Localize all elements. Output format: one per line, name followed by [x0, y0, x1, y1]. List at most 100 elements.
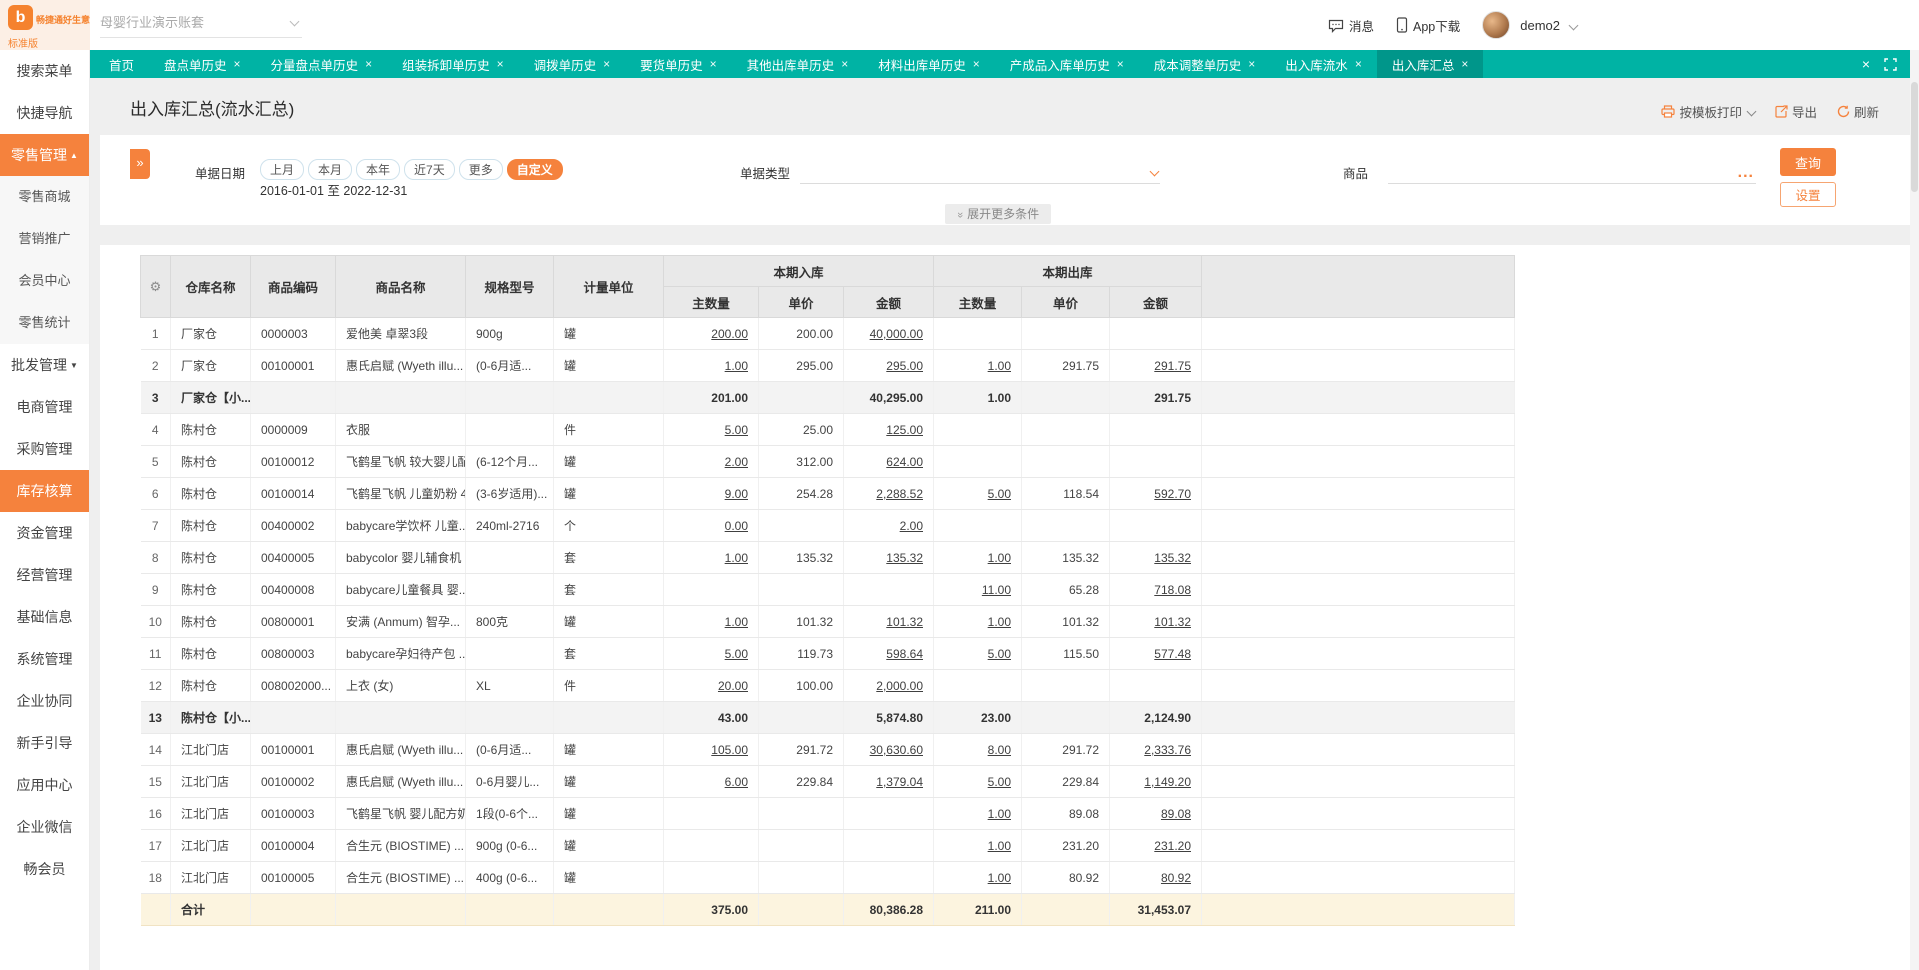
export-button[interactable]: 导出	[1769, 102, 1823, 121]
sidebar-item-19[interactable]: 企业微信	[0, 806, 89, 848]
query-button[interactable]: 查询	[1780, 148, 1836, 176]
tab-close-icon[interactable]: ×	[233, 57, 241, 71]
cell-out-qty[interactable]: 5.00	[933, 477, 1022, 510]
sidebar-item-7[interactable]: 零售统计	[0, 302, 89, 344]
cell-out-qty[interactable]: 11.00	[933, 573, 1022, 606]
cell-in-amount[interactable]: 624.00	[843, 445, 934, 478]
cell-out-amount[interactable]: 135.32	[1109, 541, 1202, 574]
tab-close-icon[interactable]: ×	[841, 57, 849, 71]
tab-6[interactable]: 要货单历史 ×	[625, 50, 732, 78]
tab-close-icon[interactable]: ×	[365, 57, 373, 71]
sidebar-item-17[interactable]: 新手引导	[0, 722, 89, 764]
cell-in-qty[interactable]: 200.00	[663, 317, 759, 350]
collapse-filters-button[interactable]: »	[130, 149, 150, 179]
sidebar-item-15[interactable]: 系统管理	[0, 638, 89, 680]
user-menu[interactable]: demo2	[1482, 11, 1579, 39]
cell-in-amount[interactable]: 125.00	[843, 413, 934, 446]
tab-close-icon[interactable]: ×	[1116, 57, 1124, 71]
cell-in-qty[interactable]: 1.00	[663, 349, 759, 382]
doc-type-select[interactable]	[800, 163, 1160, 184]
cell-in-amount[interactable]: 2,000.00	[843, 669, 934, 702]
cell-in-amount[interactable]: 135.32	[843, 541, 934, 574]
cell-out-qty[interactable]: 1.00	[933, 829, 1022, 862]
cell-out-amount[interactable]: 101.32	[1109, 605, 1202, 638]
tab-close-icon[interactable]: ×	[1354, 57, 1362, 71]
cell-in-qty[interactable]: 5.00	[663, 637, 759, 670]
tab-12[interactable]: 出入库汇总 ×	[1376, 50, 1484, 78]
tab-4[interactable]: 组装拆卸单历史 ×	[387, 50, 519, 78]
sidebar-item-9[interactable]: 电商管理	[0, 386, 89, 428]
cell-in-qty[interactable]: 1.00	[663, 541, 759, 574]
date-range-value[interactable]: 2016-01-01 至 2022-12-31	[260, 184, 408, 198]
column-settings-icon[interactable]: ⚙	[140, 255, 171, 318]
date-pill-3[interactable]: 本年	[356, 159, 401, 180]
tab-3[interactable]: 分量盘点单历史 ×	[256, 50, 388, 78]
cell-out-amount[interactable]: 1,149.20	[1109, 765, 1202, 798]
sidebar-item-13[interactable]: 经营管理	[0, 554, 89, 596]
cell-out-amount[interactable]: 80.92	[1109, 861, 1202, 894]
tab-close-icon[interactable]: ×	[709, 57, 717, 71]
cell-in-amount[interactable]: 101.32	[843, 605, 934, 638]
tab-2[interactable]: 盘点单历史 ×	[149, 50, 256, 78]
sidebar-item-5[interactable]: 营销推广	[0, 218, 89, 260]
date-pill-5[interactable]: 更多	[458, 159, 503, 180]
cell-in-qty[interactable]: 20.00	[663, 669, 759, 702]
cell-in-qty[interactable]: 5.00	[663, 413, 759, 446]
cell-in-amount[interactable]: 40,000.00	[843, 317, 934, 350]
date-pill-4[interactable]: 近7天	[404, 159, 455, 180]
cell-in-qty[interactable]: 2.00	[663, 445, 759, 478]
tab-10[interactable]: 成本调整单历史 ×	[1139, 50, 1271, 78]
sidebar-item-4[interactable]: 零售商城	[0, 176, 89, 218]
tab-8[interactable]: 材料出库单历史 ×	[863, 50, 995, 78]
cell-in-qty[interactable]: 6.00	[663, 765, 759, 798]
expand-more-conditions[interactable]: »展开更多条件	[945, 204, 1052, 224]
cell-out-qty[interactable]: 5.00	[933, 637, 1022, 670]
print-by-template-button[interactable]: 按模板打印	[1655, 102, 1761, 121]
cell-out-qty[interactable]: 1.00	[933, 861, 1022, 894]
sidebar-item-6[interactable]: 会员中心	[0, 260, 89, 302]
tab-7[interactable]: 其他出库单历史 ×	[732, 50, 864, 78]
cell-out-qty[interactable]: 1.00	[933, 541, 1022, 574]
cell-out-qty[interactable]: 1.00	[933, 349, 1022, 382]
fullscreen-icon[interactable]	[1884, 57, 1897, 71]
cell-out-amount[interactable]: 291.75	[1109, 349, 1202, 382]
cell-in-amount[interactable]: 295.00	[843, 349, 934, 382]
cell-in-amount[interactable]: 1,379.04	[843, 765, 934, 798]
sidebar-item-3[interactable]: 零售管理 ▲	[0, 134, 89, 176]
product-picker[interactable]: ...	[1388, 163, 1756, 184]
cell-in-qty[interactable]: 0.00	[663, 509, 759, 542]
sidebar-item-20[interactable]: 畅会员	[0, 848, 89, 890]
sidebar-item-10[interactable]: 采购管理	[0, 428, 89, 470]
date-pill-custom[interactable]: 自定义	[506, 159, 563, 180]
close-all-tabs-icon[interactable]: ×	[1861, 56, 1870, 72]
cell-out-amount[interactable]: 89.08	[1109, 797, 1202, 830]
scrollbar-thumb[interactable]	[1911, 82, 1918, 192]
messages-button[interactable]: 消息	[1328, 16, 1374, 35]
sidebar-item-1[interactable]: 搜索菜单	[0, 50, 89, 92]
cell-out-amount[interactable]: 577.48	[1109, 637, 1202, 670]
cell-out-amount[interactable]: 231.20	[1109, 829, 1202, 862]
cell-in-amount[interactable]: 2.00	[843, 509, 934, 542]
tab-5[interactable]: 调拨单历史 ×	[519, 50, 626, 78]
page-scrollbar[interactable]	[1910, 50, 1919, 970]
sidebar-item-18[interactable]: 应用中心	[0, 764, 89, 806]
date-pill-1[interactable]: 上月	[260, 159, 305, 180]
account-selector[interactable]: 母婴行业演示账套	[100, 12, 302, 38]
sidebar-item-12[interactable]: 资金管理	[0, 512, 89, 554]
cell-out-qty[interactable]: 1.00	[933, 605, 1022, 638]
tab-1[interactable]: 首页	[94, 50, 149, 78]
sidebar-item-2[interactable]: 快捷导航	[0, 92, 89, 134]
cell-out-amount[interactable]: 718.08	[1109, 573, 1202, 606]
date-pill-2[interactable]: 本月	[308, 159, 353, 180]
tab-close-icon[interactable]: ×	[972, 57, 980, 71]
cell-in-qty[interactable]: 9.00	[663, 477, 759, 510]
sidebar-item-14[interactable]: 基础信息	[0, 596, 89, 638]
cell-in-qty[interactable]: 1.00	[663, 605, 759, 638]
tab-close-icon[interactable]: ×	[1248, 57, 1256, 71]
cell-in-amount[interactable]: 30,630.60	[843, 733, 934, 766]
tab-9[interactable]: 产成品入库单历史 ×	[995, 50, 1139, 78]
settings-button[interactable]: 设置	[1780, 182, 1836, 207]
tab-close-icon[interactable]: ×	[496, 57, 504, 71]
cell-out-qty[interactable]: 8.00	[933, 733, 1022, 766]
cell-in-qty[interactable]: 105.00	[663, 733, 759, 766]
